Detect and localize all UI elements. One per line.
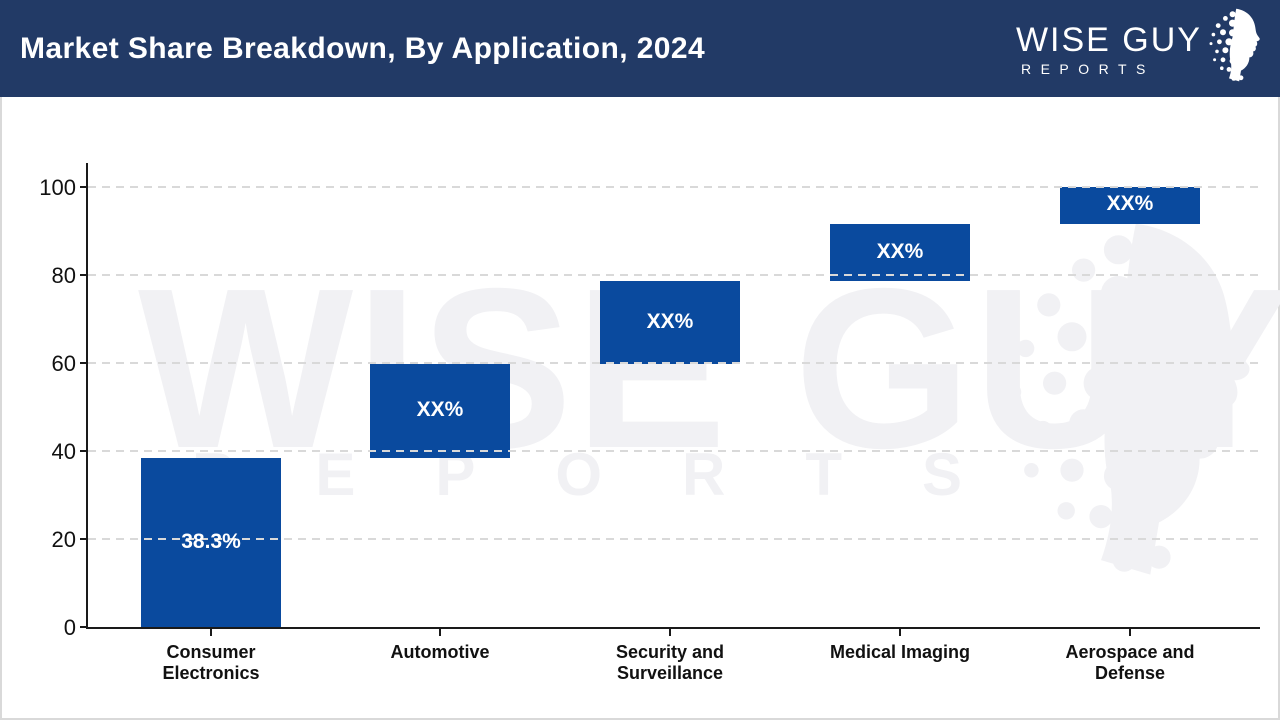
bar-security-and-surveillance	[600, 281, 740, 364]
bar-value-label: 38.3%	[181, 529, 241, 553]
logo-subtext: REPORTS	[1020, 60, 1155, 77]
x-tick-label: Consumer Electronics	[96, 642, 326, 684]
bar-aerospace-and-defense	[1060, 187, 1200, 224]
y-tick	[80, 274, 88, 276]
chart-area: WISE GUY REPORTS 0 20 40 60 80 100 38.3% Consum…	[0, 97, 1280, 720]
y-tick	[80, 538, 88, 540]
x-tick-label: Medical Imaging	[785, 642, 1015, 663]
x-tick-label-line: Medical Imaging	[829, 642, 971, 662]
gridline-y100	[88, 186, 1260, 188]
y-tick-label: 100	[39, 175, 76, 200]
x-tick-label-line: Security and	[615, 642, 725, 662]
gridline-y80	[88, 274, 1260, 276]
x-tick	[439, 629, 441, 636]
x-tick	[1129, 629, 1131, 636]
header-bar: Market Share Breakdown, By Application, …	[0, 0, 1280, 97]
watermark-face-icon	[985, 215, 1275, 621]
x-tick	[669, 629, 671, 636]
bar-value-label: XX%	[416, 398, 464, 422]
x-tick-label-line: Consumer	[166, 642, 256, 662]
x-tick	[210, 629, 212, 636]
y-tick-label: 60	[51, 351, 76, 376]
x-tick-label: Aerospace and Defense	[1015, 642, 1245, 684]
y-tick	[80, 186, 88, 188]
chart-title: Market Share Breakdown, By Application, …	[20, 31, 706, 65]
x-tick-label-line: Aerospace and	[1065, 642, 1195, 662]
x-tick-label-line: Defense	[1094, 663, 1166, 683]
x-tick-label-line: Surveillance	[616, 663, 724, 683]
logo: WISE GUY REPORTS	[1016, 7, 1266, 91]
watermark-subtext: REPORTS	[192, 441, 1043, 508]
y-tick	[80, 450, 88, 452]
x-axis	[86, 627, 1260, 629]
x-tick-label-line: Automotive	[390, 642, 490, 662]
bar-consumer-electronics	[141, 458, 281, 627]
logo-face-icon	[1204, 7, 1266, 91]
bar-value-label: XX%	[646, 309, 694, 333]
x-tick-label: Automotive	[325, 642, 555, 663]
y-tick	[80, 626, 88, 628]
logo-wordmark: WISE GUY	[1015, 20, 1202, 59]
y-tick	[80, 362, 88, 364]
bar-value-label: XX%	[1106, 192, 1154, 216]
gridline-y20	[88, 538, 1260, 540]
y-tick-label: 40	[51, 439, 76, 464]
x-tick-label-line: Electronics	[162, 663, 260, 683]
y-axis	[86, 163, 88, 629]
gridline-y60	[88, 362, 1260, 364]
logo-text: WISE GUY REPORTS	[1016, 22, 1202, 77]
y-tick-label: 0	[63, 615, 76, 640]
y-tick-label: 80	[51, 263, 76, 288]
bar-value-label: XX%	[876, 239, 924, 263]
x-tick-label: Security and Surveillance	[555, 642, 785, 684]
y-tick-label: 20	[51, 527, 76, 552]
gridline-y40	[88, 450, 1260, 452]
bar-medical-imaging	[830, 223, 970, 282]
bar-automotive	[370, 363, 510, 459]
x-tick	[899, 629, 901, 636]
